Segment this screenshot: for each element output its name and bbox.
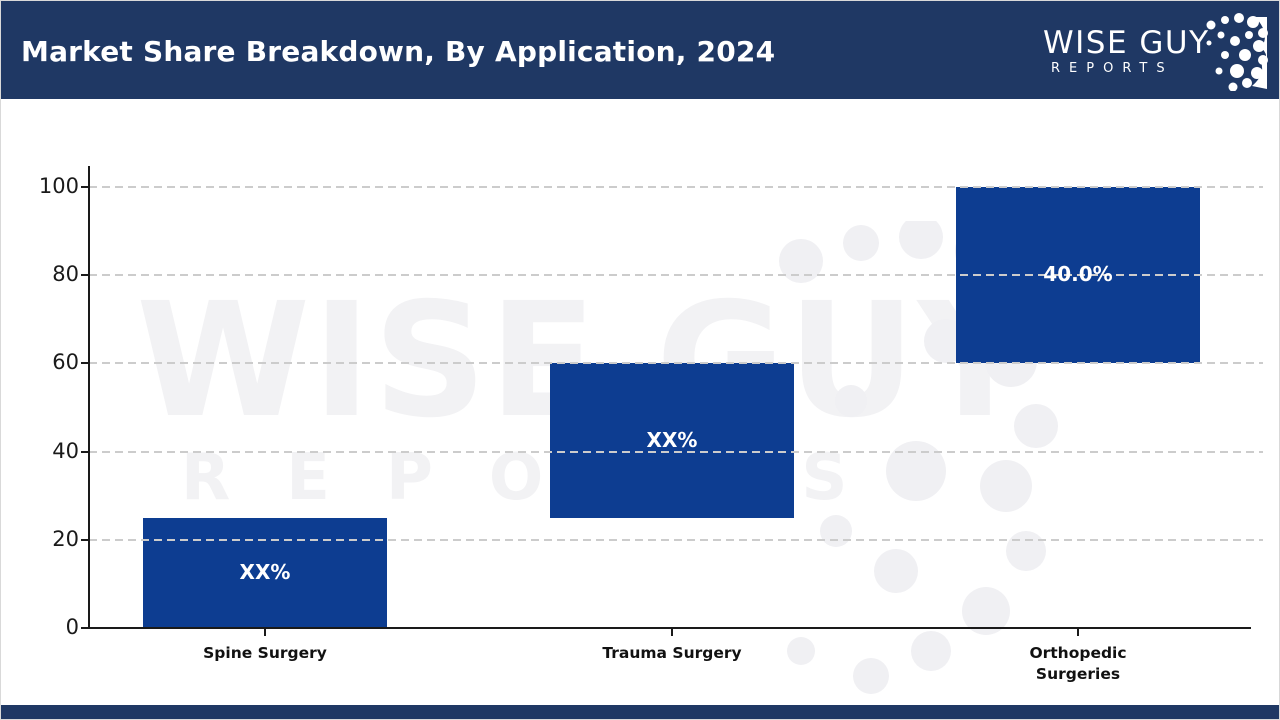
gridline-100 [89, 186, 1263, 188]
y-tick-label-80: 80 [52, 262, 79, 287]
y-tick-mark-40 [81, 450, 89, 453]
bar-value-label: XX% [646, 427, 698, 452]
y-tick-label-20: 20 [52, 526, 79, 551]
gridline-40 [89, 450, 1263, 453]
x-category-label: Trauma Surgery [602, 644, 742, 662]
gridline-80 [89, 274, 1263, 277]
page-title: Market Share Breakdown, By Application, … [21, 35, 776, 68]
x-tick-mark [1077, 629, 1079, 636]
y-tick-mark-20 [81, 538, 89, 541]
gridline-60 [89, 362, 1263, 365]
gridline-20 [89, 538, 1263, 541]
y-tick-label-0: 0 [65, 615, 79, 639]
x-category-label: Spine Surgery [203, 644, 327, 662]
footer-bar [1, 705, 1279, 719]
y-tick-label-40: 40 [52, 438, 79, 463]
bar-value-label: 40.0% [1043, 262, 1113, 287]
x-axis-line [88, 627, 1251, 629]
y-tick-mark-80 [81, 274, 89, 277]
bar-value-label: XX% [239, 559, 291, 584]
y-tick-label-100: 100 [38, 174, 79, 198]
x-tick-mark [264, 629, 266, 636]
logo-face-dots-icon [1206, 13, 1268, 91]
logo-text-wise-guy: WISE GUY [1043, 25, 1210, 61]
x-category-label: Orthopedic Surgeries [1029, 644, 1127, 683]
bar [550, 363, 794, 518]
header-bar: Market Share Breakdown, By Application, … [1, 1, 1279, 99]
y-tick-mark-100 [81, 186, 89, 188]
x-tick-mark [671, 629, 673, 636]
y-tick-mark-0 [81, 627, 89, 629]
wise-guy-reports-logo: WISE GUY REPORTS [1013, 13, 1268, 91]
y-axis-line [88, 166, 90, 629]
logo-text-reports: REPORTS [1051, 61, 1174, 76]
y-tick-mark-60 [81, 362, 89, 365]
plot-area: 0 20 40 60 80 100 XX% Spine Surgery XX% Trauma Su… [1, 99, 1279, 707]
y-tick-label-60: 60 [52, 350, 79, 375]
bar [143, 517, 387, 628]
